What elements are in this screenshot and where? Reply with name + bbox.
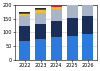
Bar xyxy=(82,2,93,16)
Bar xyxy=(82,16,93,34)
Bar xyxy=(19,16,30,26)
Bar xyxy=(82,34,93,60)
Bar xyxy=(19,12,30,14)
Bar xyxy=(66,6,78,18)
Bar xyxy=(66,36,78,60)
Bar xyxy=(51,4,62,5)
Bar xyxy=(19,41,30,60)
Bar xyxy=(35,24,46,39)
Bar xyxy=(35,9,46,10)
Bar xyxy=(51,7,62,9)
Bar xyxy=(66,1,78,2)
Bar xyxy=(51,37,62,60)
Bar xyxy=(19,26,30,41)
Bar xyxy=(66,3,78,6)
Bar xyxy=(35,12,46,24)
Bar xyxy=(51,9,62,21)
Bar xyxy=(19,14,30,16)
Bar xyxy=(82,0,93,2)
Bar xyxy=(51,21,62,37)
Bar xyxy=(35,39,46,60)
Bar xyxy=(35,8,46,9)
Bar xyxy=(51,5,62,7)
Bar xyxy=(66,2,78,3)
Bar xyxy=(66,18,78,36)
Bar xyxy=(35,10,46,12)
